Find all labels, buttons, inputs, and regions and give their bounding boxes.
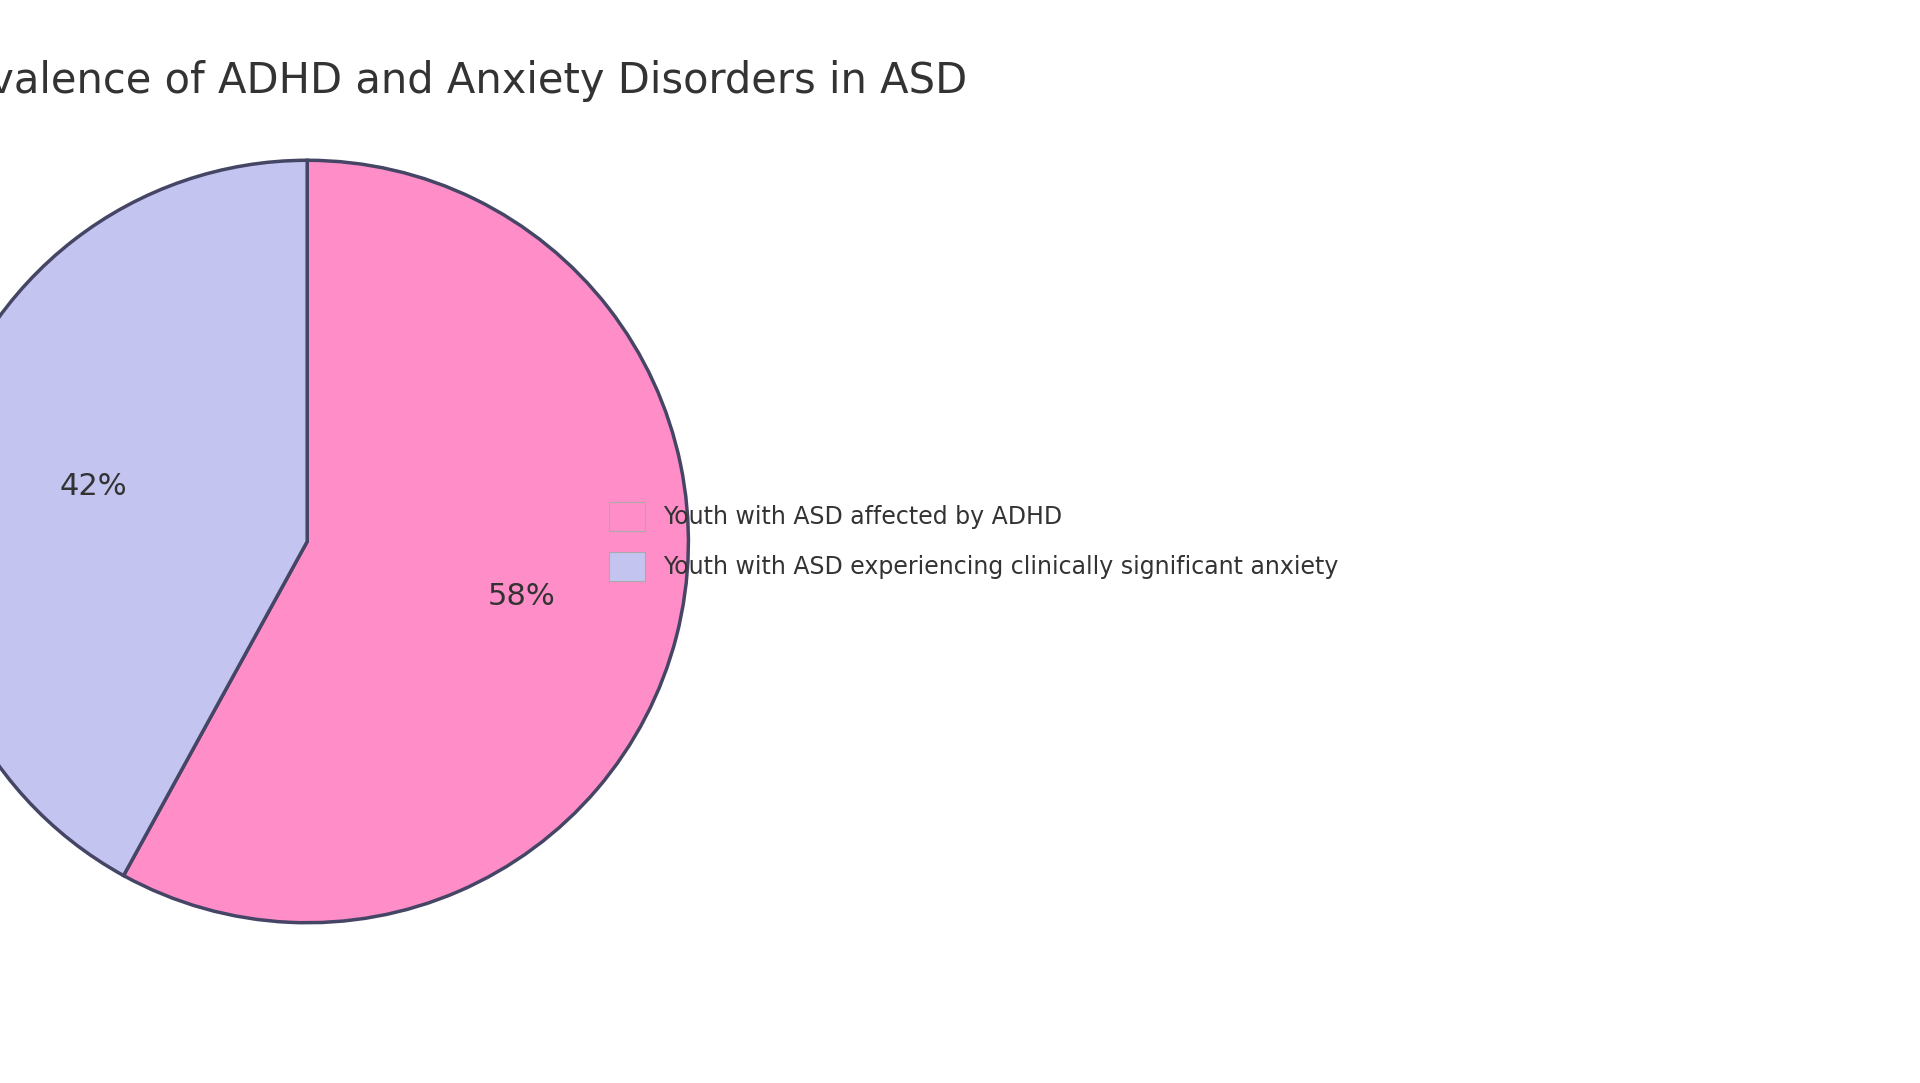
Legend: Youth with ASD affected by ADHD, Youth with ASD experiencing clinically signific: Youth with ASD affected by ADHD, Youth w… (597, 491, 1350, 592)
Wedge shape (0, 160, 307, 875)
Wedge shape (123, 160, 689, 923)
Text: 58%: 58% (488, 582, 555, 611)
Text: Prevalence of ADHD and Anxiety Disorders in ASD: Prevalence of ADHD and Anxiety Disorders… (0, 60, 968, 102)
Text: 42%: 42% (60, 472, 127, 501)
